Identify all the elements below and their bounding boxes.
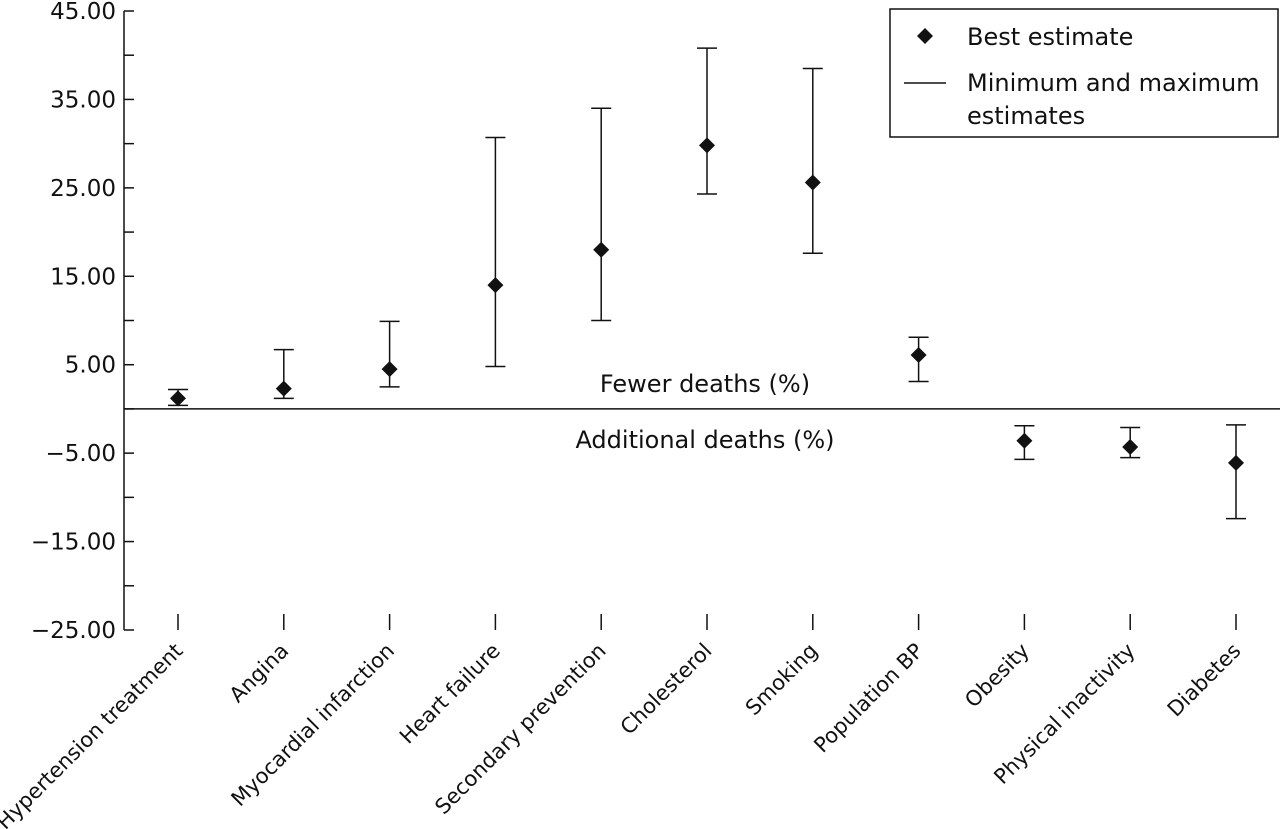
best-estimate-point (275, 380, 292, 397)
error-bar-layer (168, 47, 1246, 520)
error-bar (591, 107, 612, 322)
point-layer (170, 137, 1244, 471)
error-bar (1226, 424, 1246, 520)
x-category-label: Angina (225, 639, 294, 708)
annotation-additional-deaths: Additional deaths (%) (575, 426, 834, 454)
error-bar (485, 136, 506, 368)
legend-label-min-max-line2: estimates (967, 102, 1085, 130)
best-estimate-point (910, 346, 927, 363)
legend-label-min-max-line1: Minimum and maximum (967, 69, 1260, 97)
y-tick-label: −25.00 (31, 618, 116, 644)
best-estimate-point (381, 361, 398, 378)
annotation-fewer-deaths: Fewer deaths (%) (600, 370, 810, 398)
best-estimate-point (1016, 432, 1033, 449)
legend-box (889, 8, 1279, 138)
best-estimate-point (593, 241, 610, 258)
best-estimate-point (170, 390, 186, 407)
y-tick-label: −5.00 (46, 441, 116, 467)
y-tick-label: 35.00 (50, 87, 116, 113)
x-category-label: Secondary prevention (430, 639, 610, 819)
error-bar (802, 67, 823, 255)
y-tick-label: 15.00 (50, 264, 116, 290)
y-tick-label: −15.00 (31, 530, 116, 556)
best-estimate-point (804, 174, 821, 191)
x-category-label: Obesity (960, 639, 1034, 713)
x-category-label: Hypertension treatment (0, 639, 188, 829)
best-estimate-point (487, 277, 504, 294)
x-category-label: Smoking (741, 639, 823, 721)
x-category-label: Population BP (809, 639, 928, 758)
legend: Best estimate Minimum and maximum estima… (889, 8, 1279, 138)
best-estimate-point (1228, 454, 1244, 471)
axis-layer: 45.00 35.00 25.00 15.00 5.00 −5.00 −15.00 −25.0… (31, 0, 1237, 644)
x-category-label: Heart failure (395, 639, 505, 749)
legend-label-best-estimate: Best estimate (967, 23, 1133, 51)
best-estimate-point (699, 137, 715, 154)
error-bar (697, 47, 717, 195)
legend-diamond-marker (917, 28, 933, 44)
y-tick-label: 45.00 (50, 0, 116, 25)
x-category-label: Cholesterol (616, 639, 717, 740)
x-category-label: Diabetes (1163, 639, 1246, 722)
y-tick-label: 25.00 (50, 176, 116, 202)
best-estimate-point (1122, 438, 1139, 455)
y-tick-label: 5.00 (65, 353, 116, 379)
